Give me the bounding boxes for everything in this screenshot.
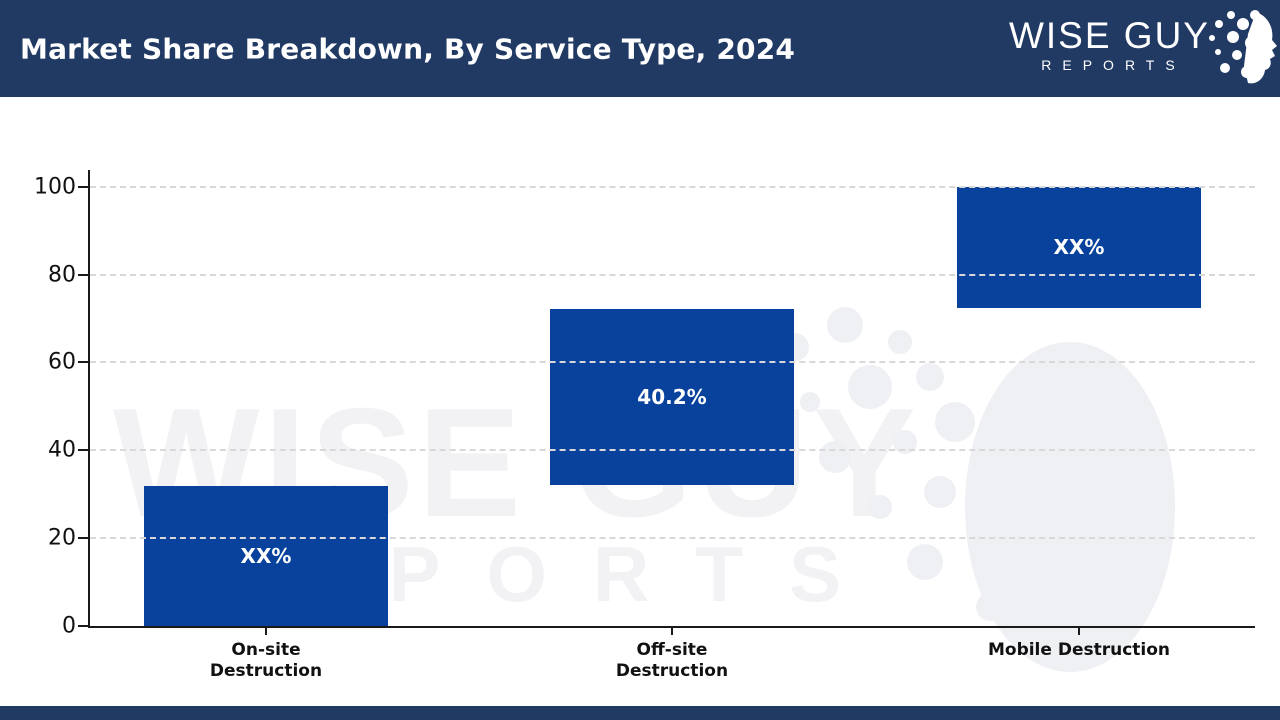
y-tick-mark xyxy=(78,361,88,364)
y-tick-label: 100 xyxy=(34,174,76,200)
bar-value-label: XX% xyxy=(240,544,292,569)
y-tick-mark xyxy=(78,185,88,188)
x-tick-mark xyxy=(265,628,267,635)
brand-logo: WISE GUY REPORTS xyxy=(1008,15,1210,74)
x-tick-mark xyxy=(1078,628,1080,635)
footer-bar xyxy=(0,706,1280,720)
y-tick-label: 80 xyxy=(48,262,76,288)
page-title: Market Share Breakdown, By Service Type,… xyxy=(20,32,796,65)
x-category-label-line: On-site xyxy=(231,640,301,660)
y-tick-mark xyxy=(78,273,88,276)
y-gridline xyxy=(90,185,1255,188)
x-category-label-line: Off-site xyxy=(636,640,708,660)
plot-area: 0 20 40 60 80 100 XX% On-site Destruction 40.2% Of… xyxy=(34,170,1255,681)
x-category-label: Mobile Destruction xyxy=(988,640,1170,661)
y-tick-mark xyxy=(78,625,88,627)
data-bar xyxy=(550,308,794,486)
x-tick-mark xyxy=(671,628,673,635)
x-category-label-line: Destruction xyxy=(209,661,323,681)
y-tick-mark xyxy=(78,537,88,540)
y-tick-label: 20 xyxy=(48,525,76,551)
data-bar xyxy=(957,186,1201,309)
bar-value-label: 40.2% xyxy=(637,385,707,410)
y-tick-label: 40 xyxy=(48,437,76,463)
x-category-label: Off-site Destruction xyxy=(616,640,728,682)
x-category-label-line: Mobile Destruction xyxy=(987,640,1171,660)
y-tick-label: 0 xyxy=(62,613,76,639)
y-gridline xyxy=(90,449,1255,452)
brand-face-icon xyxy=(1209,10,1277,84)
y-gridline xyxy=(90,273,1255,276)
brand-logo-text: WISE GUY xyxy=(1008,15,1210,56)
x-category-label: On-site Destruction xyxy=(210,640,322,682)
data-bar xyxy=(144,486,388,626)
bar-value-label: XX% xyxy=(1053,235,1105,260)
header-bar: Market Share Breakdown, By Service Type,… xyxy=(0,0,1280,97)
y-tick-label: 60 xyxy=(48,349,76,375)
y-tick-mark xyxy=(78,449,88,452)
y-gridline xyxy=(90,537,1255,540)
x-category-label-line: Destruction xyxy=(615,661,729,681)
y-gridline xyxy=(90,361,1255,364)
brand-logo-subtext: REPORTS xyxy=(1041,57,1186,73)
